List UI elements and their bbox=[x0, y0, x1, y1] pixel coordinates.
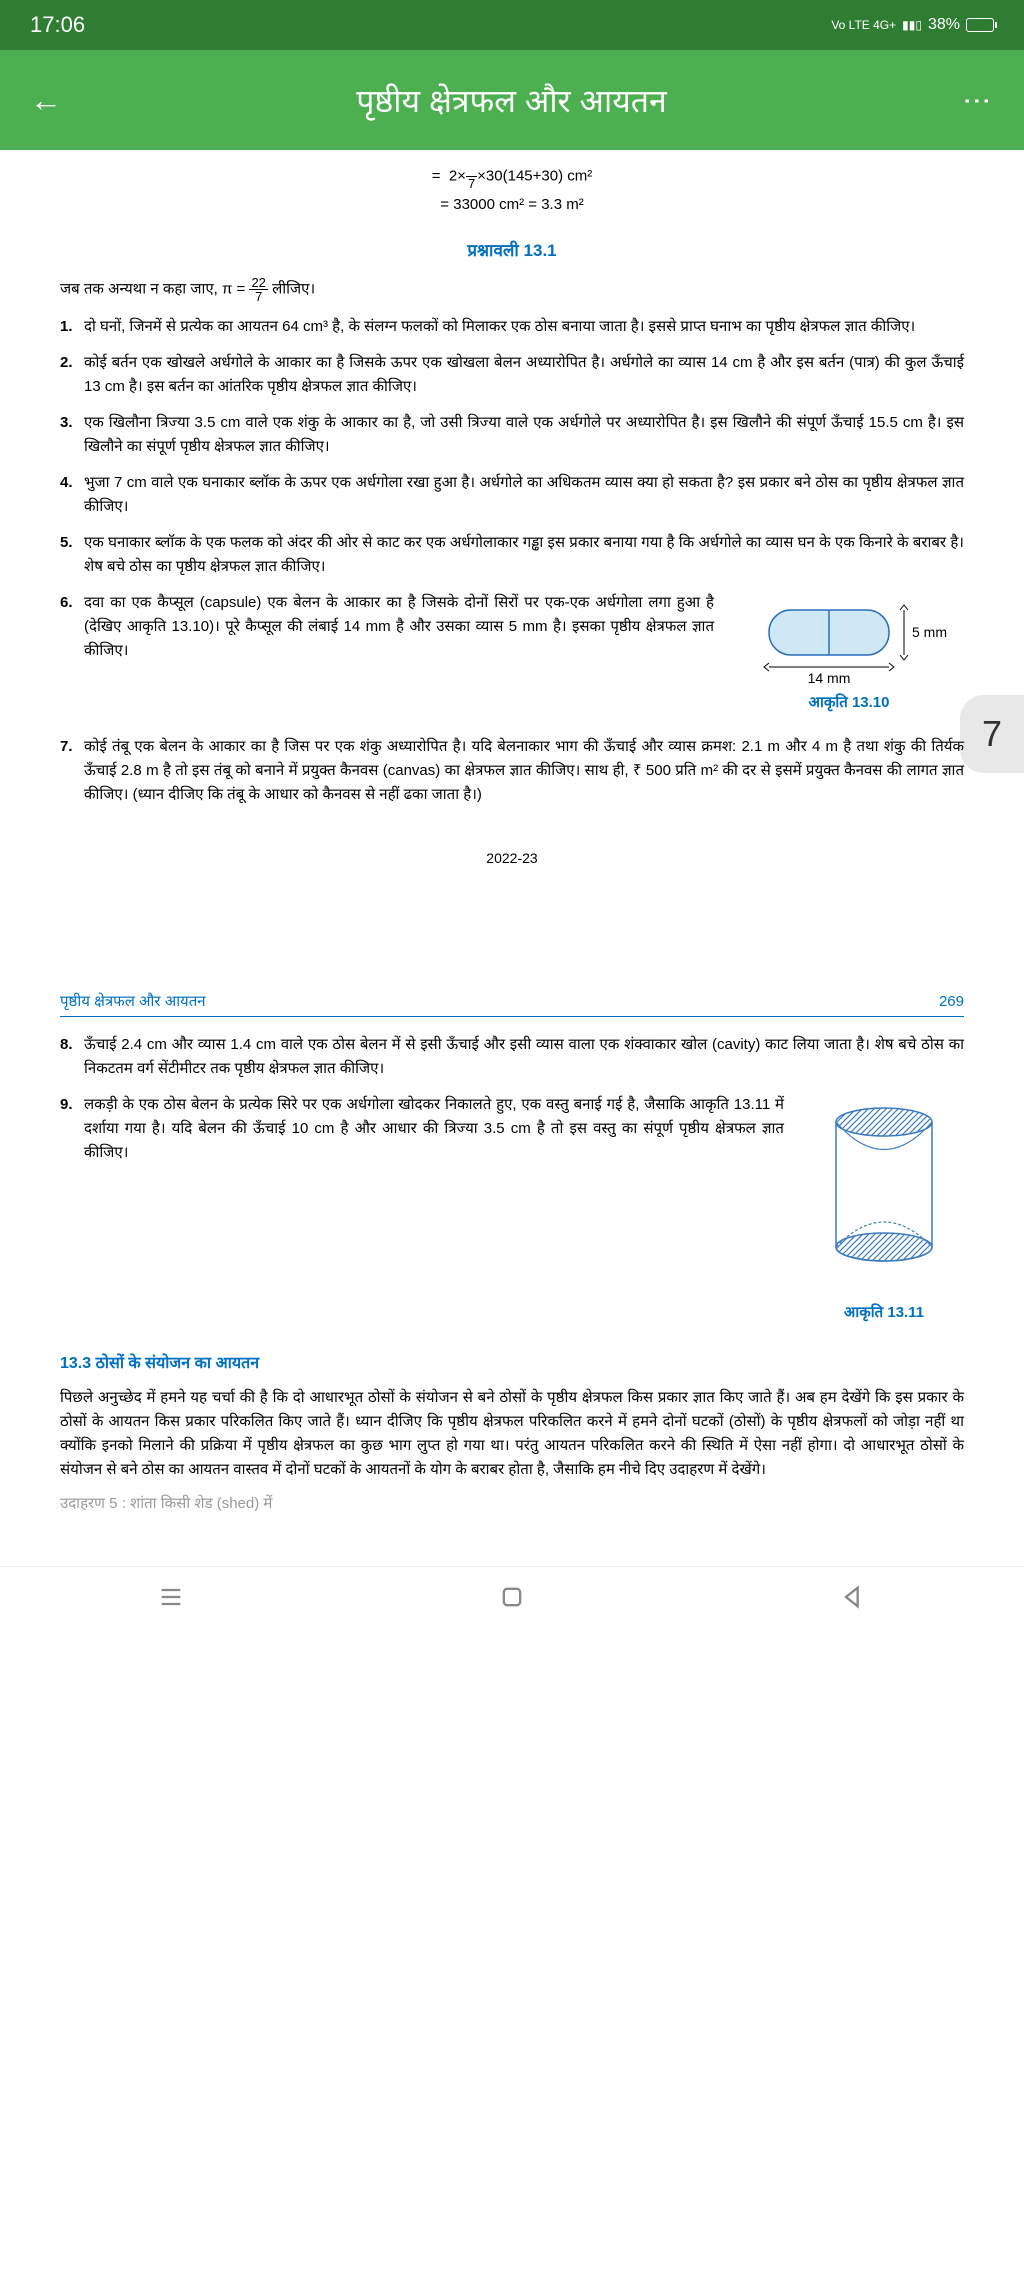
capsule-figure-label: आकृति 13.10 bbox=[734, 691, 964, 715]
cylinder-svg bbox=[804, 1097, 964, 1287]
status-time: 17:06 bbox=[30, 12, 85, 38]
back-button[interactable]: ← bbox=[30, 82, 62, 119]
capsule-height-label: 5 mm bbox=[912, 624, 947, 640]
page-running-head: पृष्ठीय क्षेत्रफल और आयतन 269 bbox=[60, 990, 964, 1017]
question-3: 3.एक खिलौना त्रिज्या 3.5 cm वाले एक शंकु… bbox=[84, 411, 964, 459]
equation-line-1: = 2× 7×30(145+30) cm² bbox=[60, 163, 964, 190]
running-head-pagenum: 269 bbox=[939, 990, 964, 1014]
intro-prefix: जब तक अन्यथा न कहा जाए, π = bbox=[60, 281, 249, 298]
equation-line-2: = 33000 cm² = 3.3 m² bbox=[60, 193, 964, 217]
menu-button[interactable]: ⋮ bbox=[961, 87, 994, 113]
section-body: पिछले अनुच्छेद में हमने यह चर्चा की है क… bbox=[60, 1386, 964, 1482]
status-bar: 17:06 Vo LTE 4G+ ▮▮▯ 38% bbox=[0, 0, 1024, 50]
question-6: 6. 14 mm 5 mm आकृ bbox=[84, 591, 964, 723]
navigation-bar bbox=[0, 1566, 1024, 1626]
intro-suffix: लीजिए। bbox=[268, 281, 315, 298]
example-cut: उदाहरण 5 : शांता किसी शेड (shed) में bbox=[60, 1492, 964, 1516]
question-5: 5.एक घनाकार ब्लॉक के एक फलक को अंदर की ओ… bbox=[84, 531, 964, 579]
running-head-title: पृष्ठीय क्षेत्रफल और आयतन bbox=[60, 990, 206, 1014]
capsule-width-label: 14 mm bbox=[808, 670, 851, 685]
cylinder-figure: आकृति 13.11 bbox=[804, 1097, 964, 1325]
question-4: 4.भुजा 7 cm वाले एक घनाकार ब्लॉक के ऊपर … bbox=[84, 471, 964, 519]
exercise-title: प्रश्नावली 13.1 bbox=[60, 237, 964, 264]
battery-icon bbox=[966, 18, 994, 32]
question-list: 1.दो घनों, जिनमें से प्रत्येक का आयतन 64… bbox=[60, 315, 964, 807]
status-right: Vo LTE 4G+ ▮▮▯ 38% bbox=[831, 16, 994, 34]
exercise-intro: जब तक अन्यथा न कहा जाए, π = 227 लीजिए। bbox=[60, 276, 964, 303]
question-7: 7.कोई तंबू एक बेलन के आकार का है जिस पर … bbox=[84, 735, 964, 807]
battery-pct: 38% bbox=[928, 16, 960, 34]
question-8: 8.ऊँचाई 2.4 cm और व्यास 1.4 cm वाले एक ठ… bbox=[84, 1033, 964, 1081]
question-list-2: 8.ऊँचाई 2.4 cm और व्यास 1.4 cm वाले एक ठ… bbox=[60, 1033, 964, 1335]
document-content: 7 = 2× 7×30(145+30) cm² = 33000 cm² = 3.… bbox=[0, 150, 1024, 1566]
app-header: ← पृष्ठीय क्षेत्रफल और आयतन ⋮ bbox=[0, 50, 1024, 150]
signal-icon: ▮▮▯ bbox=[902, 18, 922, 32]
year-footer: 2022-23 bbox=[60, 847, 964, 869]
question-1: 1.दो घनों, जिनमें से प्रत्येक का आयतन 64… bbox=[84, 315, 964, 339]
capsule-svg: 14 mm 5 mm bbox=[734, 595, 964, 685]
back-nav-button[interactable] bbox=[839, 1583, 867, 1611]
cylinder-figure-label: आकृति 13.11 bbox=[804, 1301, 964, 1325]
question-2: 2.कोई बर्तन एक खोखले अर्धगोले के आकार का… bbox=[84, 351, 964, 399]
recent-apps-button[interactable] bbox=[157, 1583, 185, 1611]
header-title: पृष्ठीय क्षेत्रफल और आयतन bbox=[62, 79, 961, 122]
question-9: 9. आकृति 13.11 bbox=[84, 1093, 964, 1335]
capsule-figure: 14 mm 5 mm आकृति 13.10 bbox=[734, 595, 964, 715]
home-button[interactable] bbox=[498, 1583, 526, 1611]
page-badge[interactable]: 7 bbox=[960, 695, 1024, 773]
status-network: Vo LTE 4G+ bbox=[831, 18, 896, 32]
section-heading: 13.3 ठोसों के संयोजन का आयतन bbox=[60, 1351, 964, 1377]
